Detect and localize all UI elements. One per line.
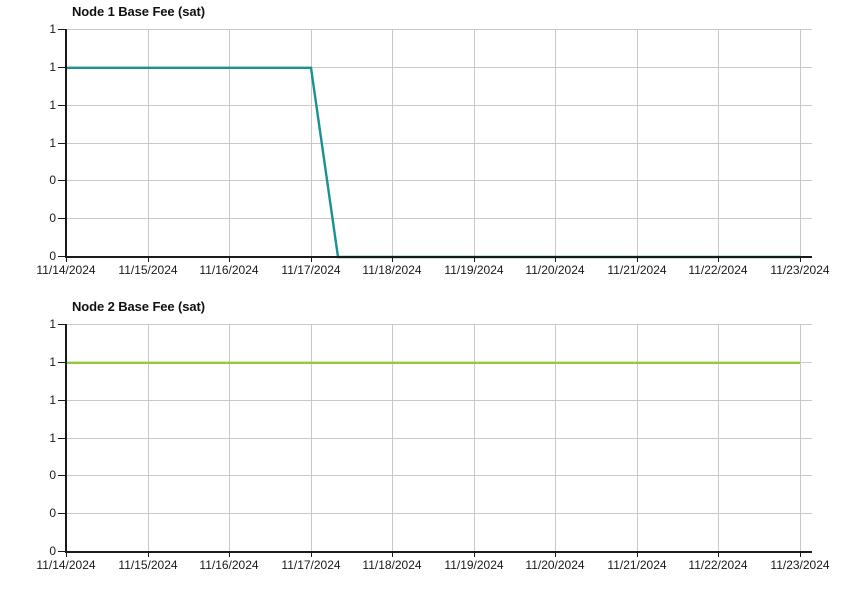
gridline-horizontal (66, 324, 812, 325)
x-axis-tick (637, 257, 638, 262)
y-axis-label: 0 (49, 544, 56, 558)
y-axis-tick (58, 362, 66, 363)
x-axis-label: 11/21/2024 (607, 558, 667, 572)
y-axis-label: 1 (49, 393, 56, 407)
y-axis-tick (58, 400, 66, 401)
y-axis-label: 1 (49, 355, 56, 369)
x-axis-tick (229, 552, 230, 557)
plot-area-node1 (66, 29, 812, 257)
x-axis-label: 11/20/2024 (525, 263, 585, 277)
y-axis-label: 1 (49, 98, 56, 112)
x-axis-label: 11/16/2024 (199, 558, 259, 572)
x-axis-label: 11/21/2024 (607, 263, 667, 277)
gridline-horizontal (66, 400, 812, 401)
x-axis-tick (66, 257, 67, 262)
x-axis-label: 11/14/2024 (36, 558, 96, 572)
y-axis-label: 1 (49, 431, 56, 445)
y-axis-tick (58, 180, 66, 181)
x-axis-tick (66, 552, 67, 557)
gridline-horizontal (66, 67, 812, 68)
y-axis-tick (58, 67, 66, 68)
y-axis-tick (58, 551, 66, 552)
x-axis-label: 11/23/2024 (770, 558, 830, 572)
y-axis-label: 1 (49, 60, 56, 74)
x-axis-line-node1 (66, 256, 812, 258)
y-axis-label: 1 (49, 136, 56, 150)
x-axis-tick (148, 257, 149, 262)
x-axis-tick (392, 257, 393, 262)
chart-panel-node2: Node 2 Base Fee (sat) 11/14/2024 11/15/20… (0, 295, 860, 585)
x-axis-label: 11/15/2024 (118, 263, 178, 277)
x-axis-label: 11/19/2024 (444, 263, 504, 277)
x-axis-tick (555, 257, 556, 262)
y-axis-tick (58, 438, 66, 439)
y-axis-tick (58, 475, 66, 476)
x-axis-tick (148, 552, 149, 557)
chart-title-node2: Node 2 Base Fee (sat) (72, 299, 206, 314)
gridline-horizontal (66, 513, 812, 514)
x-axis-line-node2 (66, 551, 812, 553)
x-axis-label: 11/18/2024 (362, 558, 422, 572)
plot-area-node2 (66, 324, 812, 552)
x-axis-label: 11/19/2024 (444, 558, 504, 572)
y-axis-tick (58, 29, 66, 30)
x-axis-tick (229, 257, 230, 262)
y-axis-label: 0 (49, 506, 56, 520)
gridline-horizontal (66, 29, 812, 30)
gridline-horizontal (66, 475, 812, 476)
x-axis-label: 11/22/2024 (688, 558, 748, 572)
y-axis-tick (58, 143, 66, 144)
x-axis-label: 11/18/2024 (362, 263, 422, 277)
gridline-horizontal (66, 105, 812, 106)
y-axis-tick (58, 513, 66, 514)
gridline-horizontal (66, 180, 812, 181)
x-axis-label: 11/14/2024 (36, 263, 96, 277)
x-axis-tick (555, 552, 556, 557)
y-axis-tick (58, 105, 66, 106)
y-axis-tick (58, 324, 66, 325)
gridline-horizontal (66, 438, 812, 439)
x-axis-tick (311, 552, 312, 557)
x-axis-tick (474, 257, 475, 262)
x-axis-tick (637, 552, 638, 557)
y-axis-line-node1 (65, 29, 67, 258)
x-axis-tick (474, 552, 475, 557)
gridline-horizontal (66, 218, 812, 219)
series-line-node2 (66, 324, 812, 552)
chart-title-node1: Node 1 Base Fee (sat) (72, 4, 206, 19)
x-axis-label: 11/15/2024 (118, 558, 178, 572)
x-axis-tick (718, 552, 719, 557)
gridline-horizontal (66, 143, 812, 144)
x-axis-label: 11/20/2024 (525, 558, 585, 572)
y-axis-label: 0 (49, 173, 56, 187)
x-axis-label: 11/22/2024 (688, 263, 748, 277)
x-axis-tick (311, 257, 312, 262)
y-axis-line-node2 (65, 324, 67, 553)
y-axis-tick (58, 256, 66, 257)
y-axis-label: 0 (49, 249, 56, 263)
series-line-node1 (66, 29, 812, 257)
y-axis-label: 1 (49, 22, 56, 36)
y-axis-label: 0 (49, 468, 56, 482)
x-axis-tick (800, 257, 801, 262)
x-axis-label: 11/17/2024 (281, 558, 341, 572)
x-axis-tick (718, 257, 719, 262)
data-series-line (66, 68, 800, 257)
y-axis-tick (58, 218, 66, 219)
chart-panel-node1: Node 1 Base Fee (sat) 11/14/2024 11/15/20… (0, 0, 860, 290)
x-axis-label: 11/16/2024 (199, 263, 259, 277)
x-axis-tick (392, 552, 393, 557)
y-axis-label: 1 (49, 317, 56, 331)
x-axis-label: 11/23/2024 (770, 263, 830, 277)
x-axis-label: 11/17/2024 (281, 263, 341, 277)
y-axis-label: 0 (49, 211, 56, 225)
x-axis-tick (800, 552, 801, 557)
